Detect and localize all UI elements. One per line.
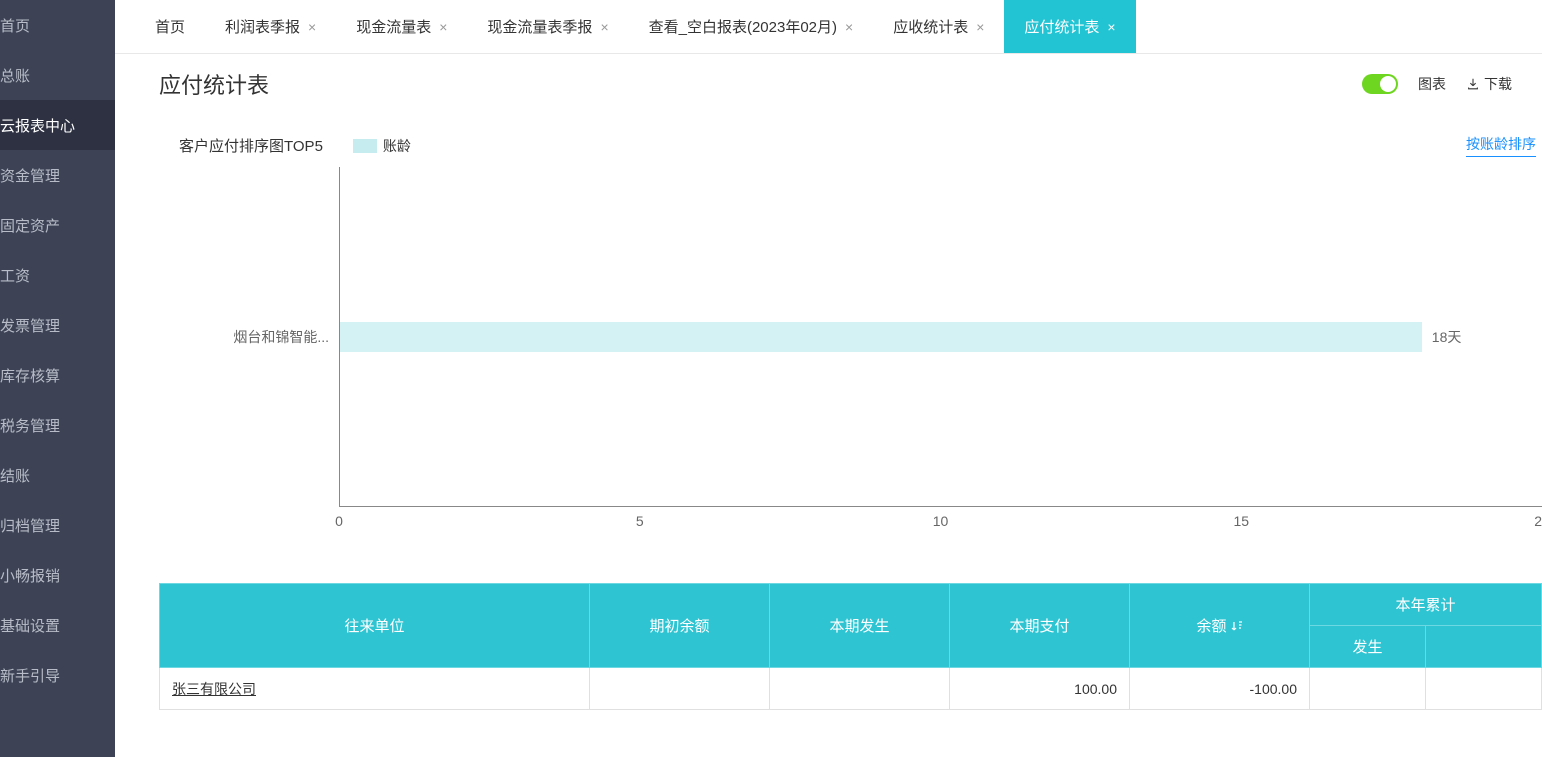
table-cell	[1310, 668, 1426, 710]
sidebar-item-8[interactable]: 税务管理	[0, 400, 115, 450]
chart-ylabels: 烟台和锦智能...	[179, 167, 339, 507]
chart-toggle[interactable]	[1362, 74, 1398, 94]
page-header: 应付统计表 图表 下载	[115, 54, 1542, 114]
table-header: 发生	[1310, 626, 1426, 668]
download-button[interactable]: 下载	[1466, 74, 1512, 94]
sidebar-item-1[interactable]: 总账	[0, 50, 115, 100]
chart-title: 客户应付排序图TOP5	[179, 135, 323, 156]
table-cell: 100.00	[950, 668, 1130, 710]
close-icon[interactable]: ×	[976, 19, 984, 35]
table-cell	[590, 668, 770, 710]
legend-swatch	[353, 139, 377, 153]
sidebar-item-11[interactable]: 小畅报销	[0, 550, 115, 600]
download-label: 下载	[1484, 74, 1512, 94]
chart-card: 客户应付排序图TOP5 账龄 按账龄排序 烟台和锦智能... 18天 0 5 10 1…	[159, 114, 1542, 563]
sidebar-item-10[interactable]: 归档管理	[0, 500, 115, 550]
table-header: 本期支付	[950, 584, 1130, 668]
table-cell: -100.00	[1130, 668, 1310, 710]
chart-xtick: 10	[933, 513, 949, 529]
table-header: 余额	[1130, 584, 1310, 668]
chart-legend: 账龄	[353, 136, 411, 156]
legend-label: 账龄	[383, 136, 411, 156]
sidebar-item-7[interactable]: 库存核算	[0, 350, 115, 400]
sidebar-item-3[interactable]: 资金管理	[0, 150, 115, 200]
table-header: 本年累计	[1310, 584, 1542, 626]
download-icon	[1466, 77, 1480, 91]
table-header: 往来单位	[160, 584, 590, 668]
chart-xtick: 5	[636, 513, 644, 529]
sort-desc-icon[interactable]	[1231, 619, 1243, 636]
close-icon[interactable]: ×	[1107, 19, 1115, 35]
tab-label: 应付统计表	[1024, 16, 1099, 37]
table-header: 本期发生	[770, 584, 950, 668]
page-title: 应付统计表	[159, 68, 269, 100]
tab-6[interactable]: 应付统计表 ×	[1004, 0, 1135, 54]
sidebar-item-6[interactable]: 发票管理	[0, 300, 115, 350]
table-header: 期初余额	[590, 584, 770, 668]
sort-link[interactable]: 按账龄排序	[1466, 134, 1536, 157]
tab-1[interactable]: 利润表季报 ×	[205, 0, 336, 54]
tab-2[interactable]: 现金流量表 ×	[336, 0, 467, 54]
data-table: 往来单位期初余额本期发生本期支付余额本年累计发生 张三有限公司 100.00-10…	[159, 583, 1542, 710]
sidebar-item-12[interactable]: 基础设置	[0, 600, 115, 650]
table-cell	[1426, 668, 1542, 710]
close-icon[interactable]: ×	[308, 19, 316, 35]
sidebar-item-5[interactable]: 工资	[0, 250, 115, 300]
sidebar-item-2[interactable]: 云报表中心	[0, 100, 115, 150]
tab-0[interactable]: 首页	[135, 0, 205, 54]
close-icon[interactable]: ×	[600, 19, 608, 35]
chart-toggle-label: 图表	[1418, 74, 1446, 94]
table-cell	[770, 668, 950, 710]
table-header	[1426, 626, 1542, 668]
chart-plot: 18天	[339, 167, 1542, 507]
sidebar-item-9[interactable]: 结账	[0, 450, 115, 500]
tab-label: 首页	[155, 16, 185, 37]
tab-5[interactable]: 应收统计表 ×	[873, 0, 1004, 54]
chart-xtick: 15	[1233, 513, 1249, 529]
tab-label: 现金流量表	[356, 16, 431, 37]
chart-xtick: 0	[335, 513, 343, 529]
tabs: 首页 利润表季报 × 现金流量表 × 现金流量表季报 × 查看_空白报表(2023年02月) ×…	[115, 0, 1542, 54]
tab-label: 应收统计表	[893, 16, 968, 37]
tab-label: 查看_空白报表(2023年02月)	[649, 16, 837, 37]
sidebar: 首页总账云报表中心资金管理固定资产工资发票管理库存核算税务管理结账归档管理小畅报…	[0, 0, 115, 757]
chart-xaxis: 0 5 10 15 20	[159, 513, 1542, 533]
tab-label: 利润表季报	[225, 16, 300, 37]
table-cell[interactable]: 张三有限公司	[160, 668, 590, 710]
close-icon[interactable]: ×	[845, 19, 853, 35]
chart-xtick: 20	[1534, 513, 1542, 529]
close-icon[interactable]: ×	[439, 19, 447, 35]
tab-label: 现金流量表季报	[487, 16, 592, 37]
chart-bar-label: 18天	[1432, 327, 1462, 347]
sidebar-item-0[interactable]: 首页	[0, 0, 115, 50]
chart-ylabel: 烟台和锦智能...	[233, 327, 329, 347]
sidebar-item-4[interactable]: 固定资产	[0, 200, 115, 250]
table-row: 张三有限公司 100.00-100.00	[160, 668, 1542, 710]
tab-3[interactable]: 现金流量表季报 ×	[467, 0, 628, 54]
table-wrap: 往来单位期初余额本期发生本期支付余额本年累计发生 张三有限公司 100.00-10…	[159, 583, 1542, 710]
chart-bar	[340, 322, 1422, 352]
tab-4[interactable]: 查看_空白报表(2023年02月) ×	[629, 0, 874, 54]
sidebar-item-13[interactable]: 新手引导	[0, 650, 115, 700]
